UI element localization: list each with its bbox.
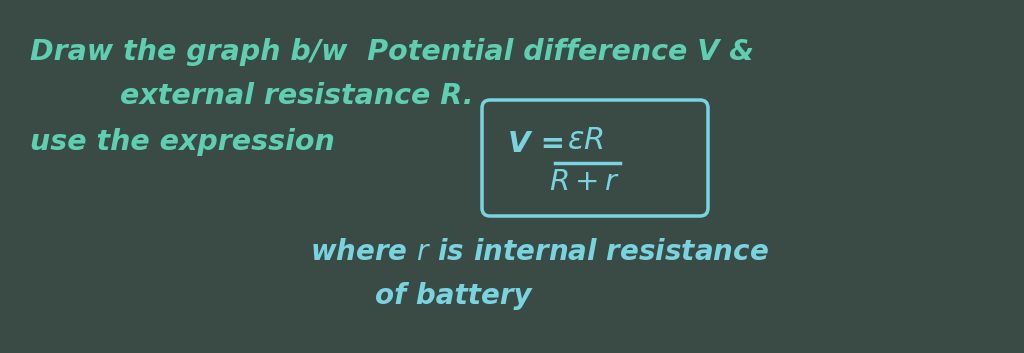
Text: use the expression: use the expression xyxy=(30,128,335,156)
Text: V =: V = xyxy=(508,130,575,158)
Text: Draw the graph b/w  Potential difference V &: Draw the graph b/w Potential difference … xyxy=(30,38,754,66)
Text: where $r$ is internal resistance: where $r$ is internal resistance xyxy=(310,238,769,266)
Text: $\varepsilon R$: $\varepsilon R$ xyxy=(566,126,603,155)
Text: $R+r$: $R+r$ xyxy=(549,168,621,196)
Text: external resistance R.: external resistance R. xyxy=(120,82,474,110)
Text: of battery: of battery xyxy=(375,282,531,310)
